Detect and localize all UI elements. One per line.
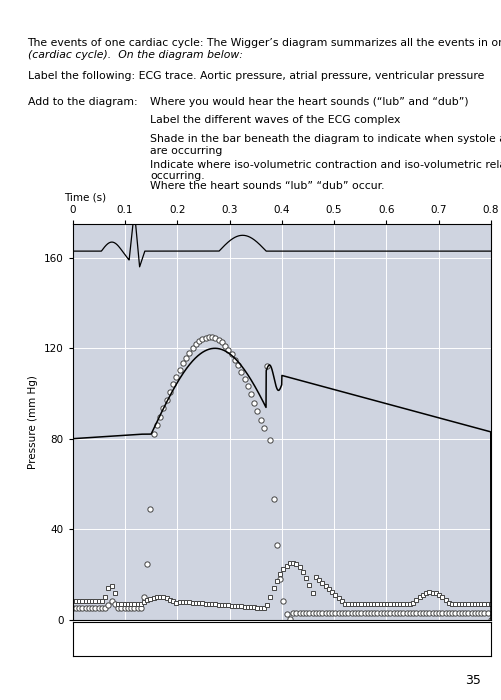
Text: Label the following: ECG trace. Aortic pressure, atrial pressure, ventricular pr: Label the following: ECG trace. Aortic p… (28, 71, 484, 81)
Text: The events of one cardiac cycle: The Wigger’s diagram summarizes all the events : The events of one cardiac cycle: The Wig… (28, 38, 501, 48)
Text: Where you would hear the heart sounds (“lub” and “dub”): Where you would hear the heart sounds (“… (150, 97, 469, 106)
Text: (cardiac cycle).  On the diagram below:: (cardiac cycle). On the diagram below: (28, 50, 242, 60)
Text: Where the heart sounds “lub” “dub” occur.: Where the heart sounds “lub” “dub” occur… (150, 181, 385, 190)
Text: Shade in the bar beneath the diagram to indicate when systole and diastole
are o: Shade in the bar beneath the diagram to … (150, 134, 501, 156)
Text: Add to the diagram:: Add to the diagram: (28, 97, 137, 106)
Text: Indicate where iso-volumetric contraction and iso-volumetric relaxation is
occur: Indicate where iso-volumetric contractio… (150, 160, 501, 181)
Text: 35: 35 (465, 674, 481, 687)
Text: Label the different waves of the ECG complex: Label the different waves of the ECG com… (150, 115, 401, 125)
Text: Time (s): Time (s) (64, 193, 106, 202)
Y-axis label: Pressure (mm Hg): Pressure (mm Hg) (29, 374, 38, 469)
